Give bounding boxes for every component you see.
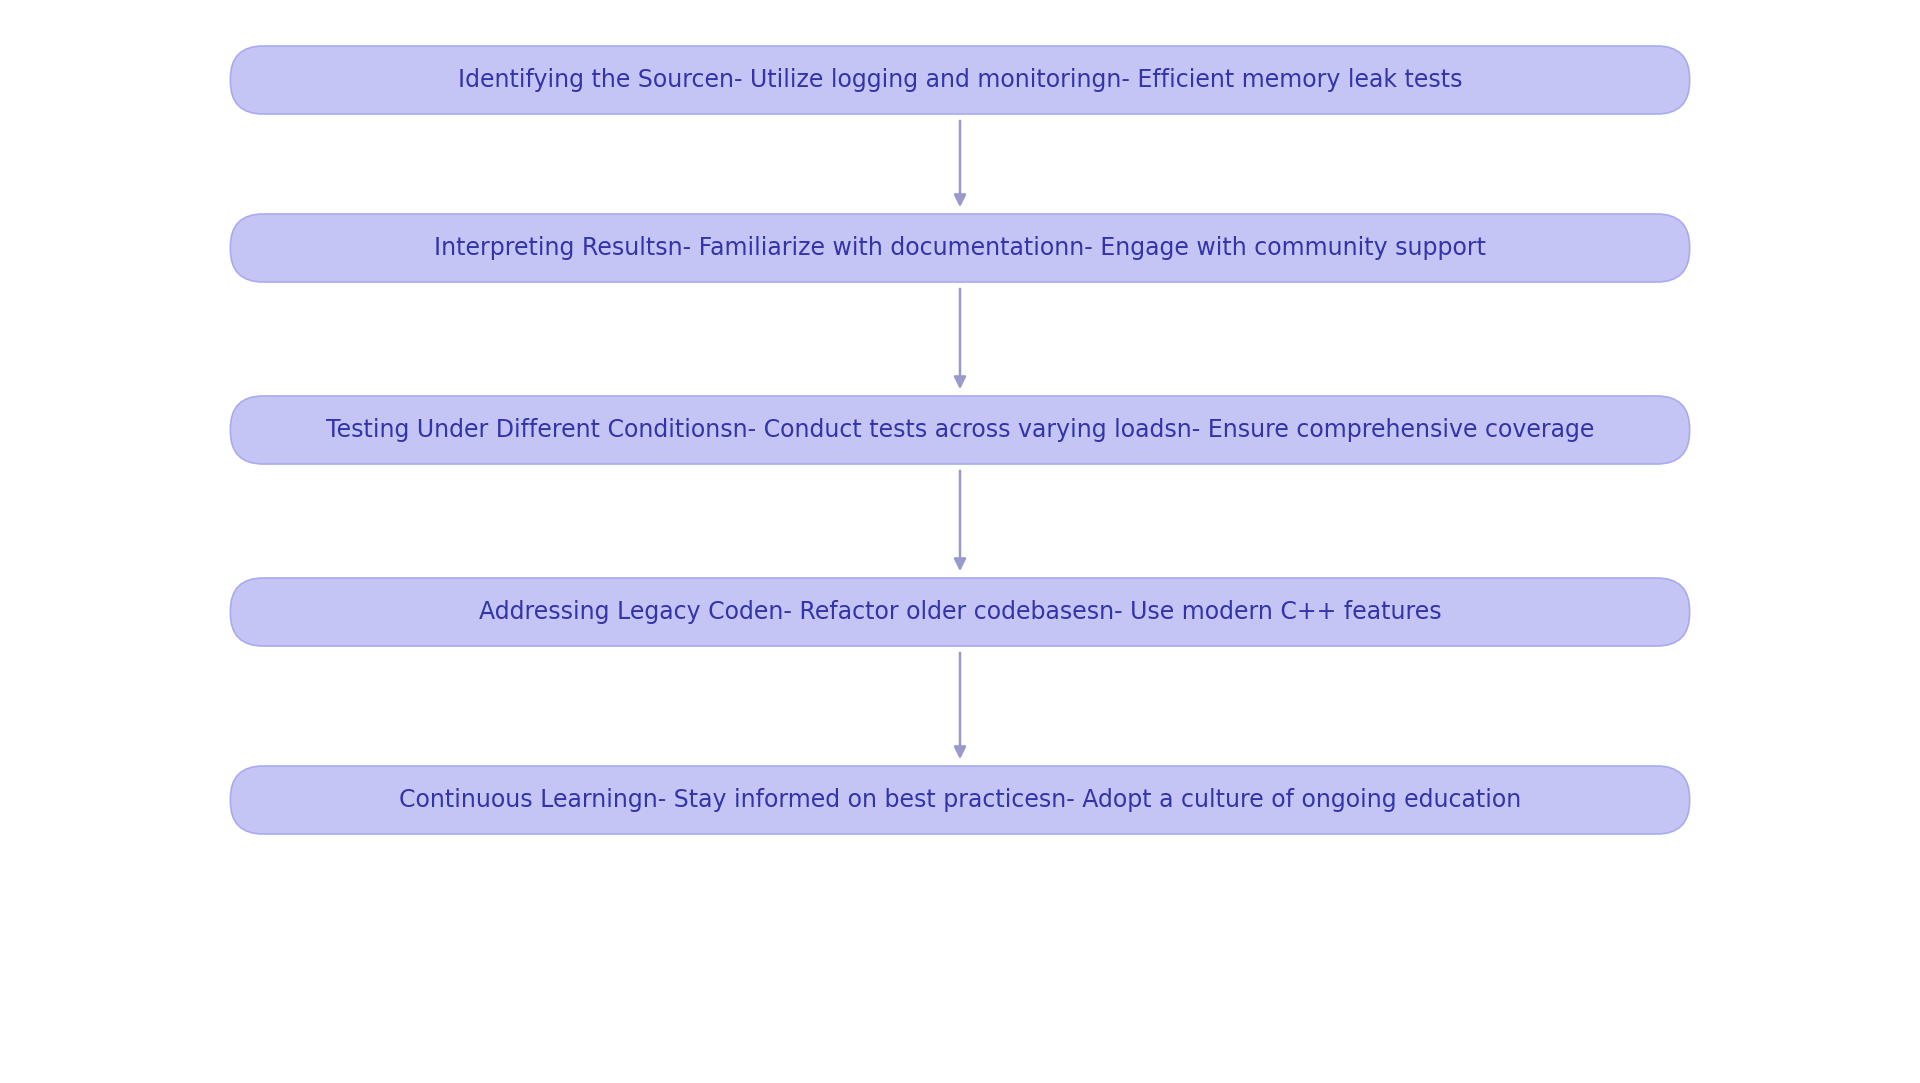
FancyBboxPatch shape [230,766,1690,834]
FancyBboxPatch shape [230,396,1690,464]
FancyBboxPatch shape [230,45,1690,114]
Text: Addressing Legacy Coden- Refactor older codebasesn- Use modern C++ features: Addressing Legacy Coden- Refactor older … [478,600,1442,624]
Text: Identifying the Sourcen- Utilize logging and monitoringn- Efficient memory leak : Identifying the Sourcen- Utilize logging… [457,68,1463,92]
Text: Interpreting Resultsn- Familiarize with documentationn- Engage with community su: Interpreting Resultsn- Familiarize with … [434,236,1486,260]
FancyBboxPatch shape [230,214,1690,282]
Text: Continuous Learningn- Stay informed on best practicesn- Adopt a culture of ongoi: Continuous Learningn- Stay informed on b… [399,788,1521,812]
Text: Testing Under Different Conditionsn- Conduct tests across varying loadsn- Ensure: Testing Under Different Conditionsn- Con… [326,418,1594,442]
FancyBboxPatch shape [230,578,1690,645]
